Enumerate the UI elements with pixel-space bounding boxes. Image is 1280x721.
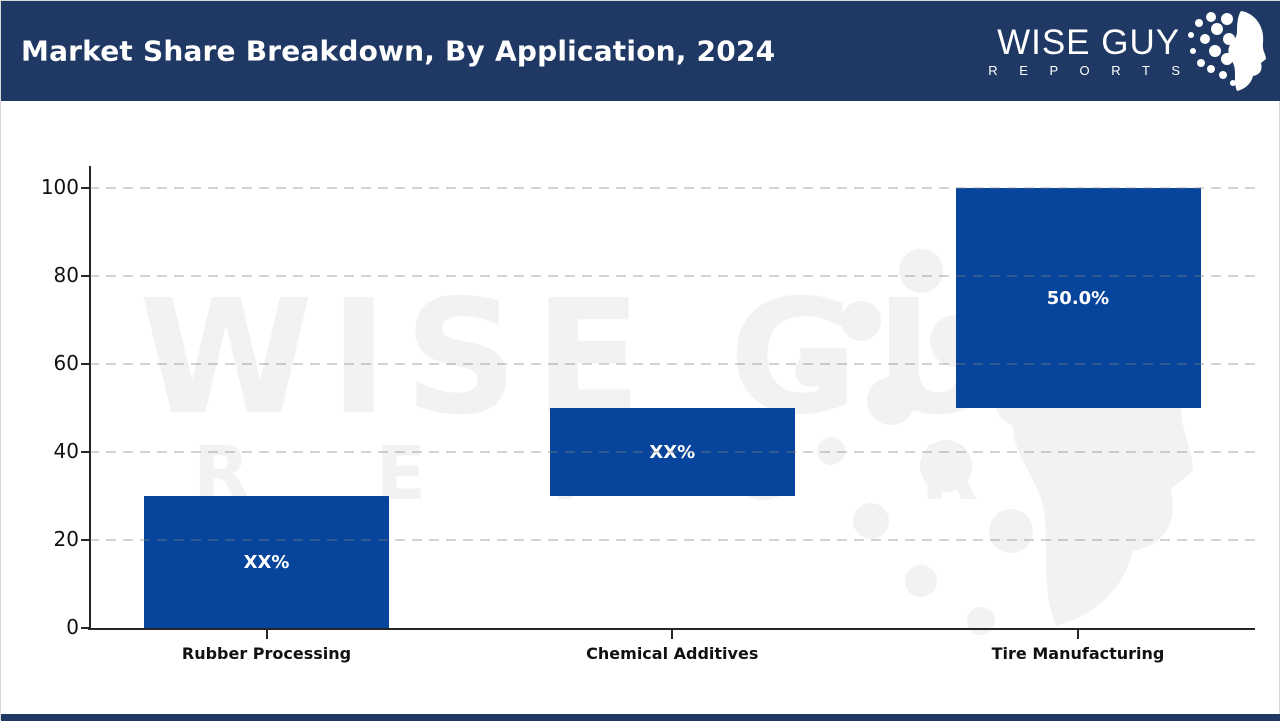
chart-area: WISE GUY R E P O R T S 020406080100XX%Ru… (1, 101, 1280, 714)
face-profile-logo-icon (1188, 11, 1266, 91)
y-tick-label: 60 (53, 351, 79, 375)
x-tick-mark (1077, 630, 1079, 639)
bar-tire-manufacturing: 50.0% (955, 188, 1201, 408)
chart-title: Market Share Breakdown, By Application, … (21, 34, 776, 68)
y-tick-label: 80 (53, 263, 79, 287)
y-tick-mark (81, 187, 89, 189)
y-tick-label: 100 (40, 175, 79, 199)
y-tick-mark (81, 627, 89, 629)
x-tick-label: Rubber Processing (181, 644, 352, 663)
brand-name: WISE GUY (997, 23, 1181, 62)
y-tick-mark (81, 363, 89, 365)
y-tick-mark (81, 451, 89, 453)
brand-subtitle: R E P O R T S (988, 63, 1189, 78)
bar-rubber-processing: XX% (144, 496, 389, 628)
brand-logo-text: WISE GUY R E P O R T S (988, 23, 1189, 79)
y-tick-label: 40 (53, 439, 79, 463)
bar-value-label: XX% (649, 441, 696, 463)
footer-bar (1, 714, 1280, 721)
y-axis-line (89, 166, 91, 630)
y-tick-mark (81, 539, 89, 541)
x-tick-mark (671, 630, 674, 639)
y-tick-label: 20 (53, 527, 79, 551)
bar-chemical-additives: XX% (549, 408, 795, 496)
brand-logo: WISE GUY R E P O R T S (988, 9, 1267, 93)
x-tick-label: Tire Manufacturing (991, 644, 1165, 663)
bar-value-label: XX% (243, 551, 290, 573)
y-tick-label: 0 (66, 615, 79, 639)
bar-value-label: 50.0% (1046, 287, 1110, 309)
header-banner: Market Share Breakdown, By Application, … (1, 1, 1280, 101)
x-axis-line (88, 628, 1255, 630)
y-tick-mark (81, 275, 89, 277)
x-tick-mark (265, 630, 268, 639)
x-tick-label: Chemical Additives (586, 644, 759, 663)
